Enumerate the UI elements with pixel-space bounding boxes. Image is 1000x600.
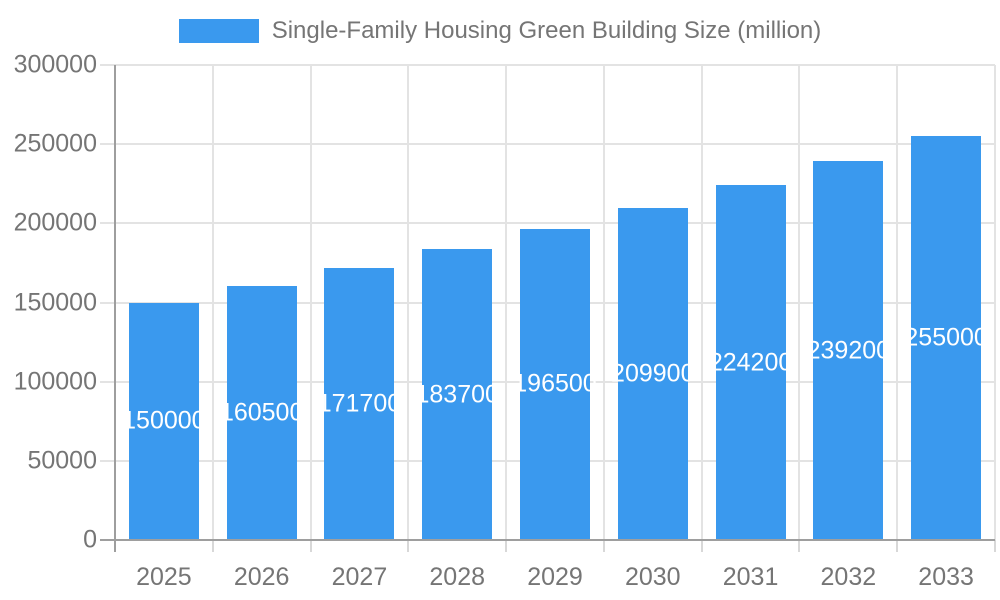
- bar: [813, 161, 884, 540]
- x-axis-tick: [798, 540, 801, 552]
- gridline-v: [798, 65, 801, 540]
- y-tick-label: 300000: [13, 50, 97, 79]
- x-tick-label: 2033: [918, 563, 974, 591]
- bar-value-label: 171700: [317, 389, 402, 418]
- bar-value-label: 239200: [806, 336, 891, 365]
- gridline-v: [309, 65, 312, 540]
- x-tick-label: 2027: [331, 563, 388, 591]
- y-tick-label: 250000: [13, 129, 97, 158]
- chart-legend[interactable]: Single-Family Housing Green Building Siz…: [0, 16, 1000, 46]
- x-axis-tick: [505, 540, 508, 552]
- x-axis-labels: 2025 2026 2027 2028 2029 2030 2031 2032 2033: [115, 562, 995, 594]
- gridline-h: [100, 143, 995, 146]
- y-tick-label: 150000: [13, 288, 97, 316]
- bar: [617, 207, 688, 540]
- bar: [422, 249, 493, 540]
- x-tick-label: 2025: [136, 563, 192, 591]
- x-axis-tick: [211, 540, 214, 552]
- bar-value-label: 160500: [219, 398, 304, 427]
- gridline-v: [700, 65, 703, 540]
- x-tick-label: 2029: [527, 563, 583, 591]
- x-axis-tick: [309, 540, 312, 552]
- y-tick-label: 200000: [13, 208, 97, 237]
- x-axis-tick: [602, 540, 605, 552]
- bar-value-label: 196500: [513, 369, 597, 398]
- y-axis-labels: 0 50000 100000 150000 200000 250000 300000: [0, 51, 97, 554]
- y-tick-label: 100000: [13, 367, 97, 396]
- bar: [715, 185, 786, 540]
- y-axis-line: [114, 65, 116, 552]
- gridline-h: [100, 222, 995, 225]
- x-axis-line: [100, 539, 995, 541]
- x-tick-label: 2026: [233, 563, 290, 591]
- x-tick-label: 2031: [722, 563, 779, 591]
- gridline-v: [505, 65, 508, 540]
- gridline-v: [602, 65, 605, 540]
- gridline-v: [896, 65, 899, 540]
- gridline-v: [407, 65, 410, 540]
- x-axis-tick: [407, 540, 410, 552]
- gridline-h: [100, 64, 995, 66]
- x-axis-tick: [700, 540, 703, 552]
- x-axis-tick: [994, 540, 996, 552]
- bar-value-label: 209900: [611, 359, 695, 388]
- bar: [324, 268, 395, 540]
- x-tick-label: 2028: [429, 563, 486, 591]
- y-tick-label: 50000: [27, 446, 97, 475]
- legend-swatch: [178, 19, 259, 43]
- bar: [128, 302, 199, 540]
- bar: [226, 285, 297, 540]
- gridline-v: [994, 65, 996, 540]
- bar: [911, 136, 982, 540]
- bar-value-label: 224200: [708, 348, 793, 377]
- gridline-v: [211, 65, 214, 540]
- plot-area: 150000 160500 171700 183700 196500 209900 2242…: [100, 64, 996, 552]
- bar-value-label: 183700: [415, 380, 499, 409]
- x-tick-label: 2032: [820, 563, 877, 591]
- x-axis-tick: [896, 540, 899, 552]
- x-tick-label: 2030: [624, 563, 681, 591]
- bar-value-label: 150000: [122, 406, 206, 435]
- bar-value-label: 255000: [904, 323, 988, 352]
- legend-label: Single-Family Housing Green Building Siz…: [271, 17, 822, 44]
- y-tick-label: 0: [83, 525, 97, 554]
- bar: [520, 228, 590, 540]
